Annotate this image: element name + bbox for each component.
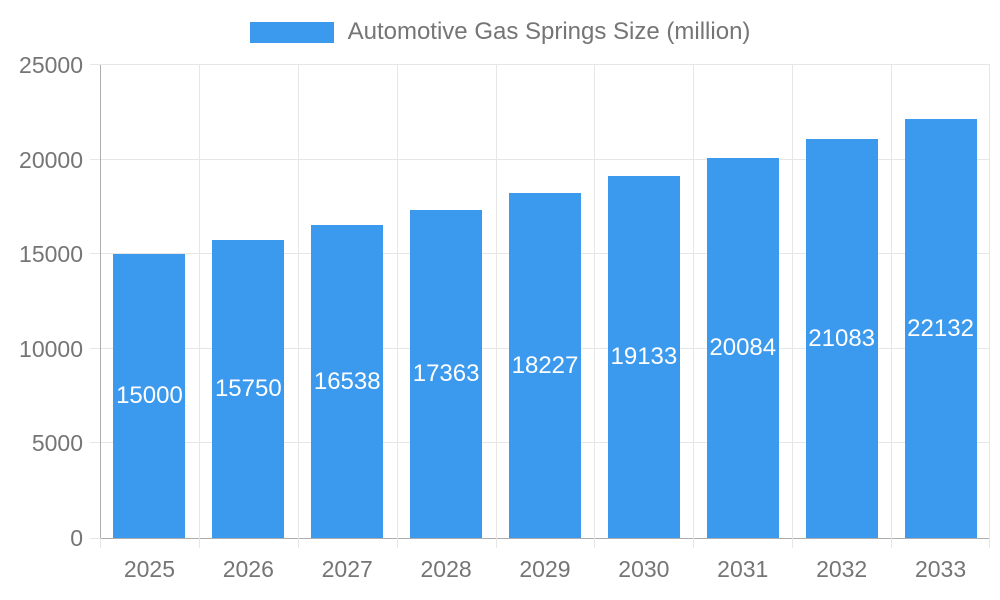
bar-value-label: 16538 [313, 367, 381, 395]
bar-2032[interactable]: 21083 [805, 139, 878, 538]
legend[interactable]: Automotive Gas Springs Size (million) [0, 18, 1000, 46]
x-axis-tick [397, 538, 398, 548]
x-axis-tick [298, 538, 299, 548]
y-axis-line [100, 65, 101, 538]
x-axis-line [100, 538, 990, 539]
bar-value-label: 19133 [610, 343, 678, 371]
bar-value-label: 22132 [907, 314, 974, 342]
gridline-vertical [199, 65, 200, 538]
gridline-vertical [594, 65, 595, 538]
gridline-vertical [792, 65, 793, 538]
x-tick-label: 2032 [816, 556, 868, 582]
bar-2029[interactable]: 18227 [509, 193, 581, 538]
y-axis-tick [90, 253, 100, 255]
bar-value-label: 17363 [412, 359, 480, 387]
bar-2026[interactable]: 15750 [212, 240, 285, 538]
bar-value-label: 20084 [709, 334, 777, 362]
x-axis-tick [989, 538, 990, 548]
bar-2025[interactable]: 15000 [113, 254, 186, 538]
bar-value-label: 15000 [116, 382, 183, 410]
x-axis-tick [199, 538, 200, 548]
gridline-vertical [891, 65, 892, 538]
x-tick-label: 2031 [717, 556, 769, 582]
gridline-vertical [989, 65, 990, 538]
y-tick-label: 15000 [19, 241, 83, 268]
x-tick-label: 2033 [914, 556, 967, 582]
x-axis-tick [594, 538, 595, 548]
gridline-vertical [693, 65, 694, 538]
x-axis-tick [100, 538, 101, 548]
x-axis-tick [496, 538, 497, 548]
y-axis-tick [90, 347, 100, 349]
x-tick-label: 2025 [123, 556, 176, 582]
gridline-horizontal [100, 158, 990, 160]
bar-value-label: 15750 [214, 375, 282, 403]
legend-swatch-icon [249, 21, 334, 43]
bar-value-label: 21083 [808, 324, 876, 352]
x-tick-label: 2026 [222, 556, 274, 582]
y-axis-tick [90, 64, 100, 65]
x-tick-label: 2030 [618, 556, 670, 582]
y-tick-label: 5000 [31, 430, 83, 457]
x-tick-label: 2029 [519, 556, 571, 582]
x-tick-label: 2028 [420, 556, 472, 582]
y-axis-tick [90, 442, 100, 444]
gridline-vertical [496, 65, 497, 538]
y-tick-label: 0 [70, 525, 83, 551]
x-axis-tick [693, 538, 694, 548]
y-axis-tick [90, 158, 100, 160]
x-axis-tick [792, 538, 793, 548]
gridline-horizontal [100, 64, 990, 65]
plot-area: 15000 15750 16538 17363 18227 19133 20084 21083… [90, 64, 990, 548]
y-tick-label: 10000 [19, 335, 83, 362]
legend-label: Automotive Gas Springs Size (million) [347, 18, 751, 45]
bar-2033[interactable]: 22132 [904, 119, 977, 538]
bar-2028[interactable]: 17363 [410, 209, 483, 538]
bar-2030[interactable]: 19133 [607, 176, 680, 538]
gridline-vertical [397, 65, 398, 538]
x-tick-label: 2027 [321, 556, 373, 582]
bar-2031[interactable]: 20084 [706, 158, 779, 538]
y-tick-label: 20000 [19, 146, 83, 173]
gridline-vertical [298, 65, 299, 538]
bar-2027[interactable]: 16538 [311, 225, 384, 538]
x-axis-tick [891, 538, 892, 548]
y-axis-tick [90, 538, 100, 539]
bar-value-label: 18227 [511, 351, 579, 379]
y-tick-label: 25000 [19, 52, 83, 78]
